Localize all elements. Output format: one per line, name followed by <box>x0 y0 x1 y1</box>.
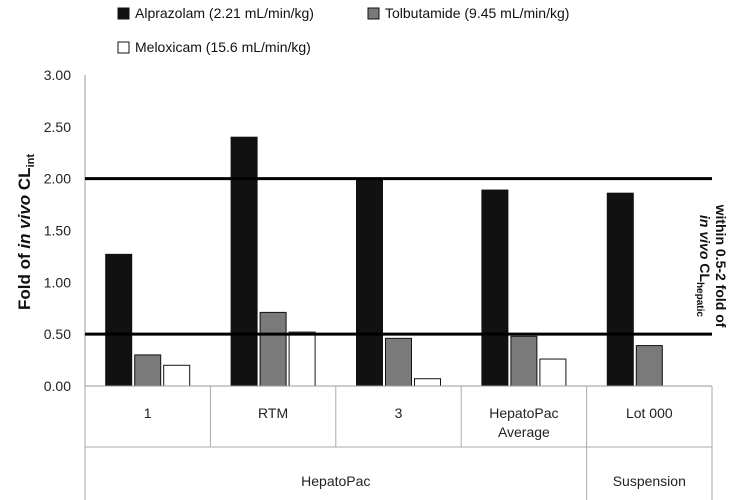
right-annotation-line1: within 0.5-2 fold of <box>713 204 729 328</box>
y-axis: 0.00 0.50 1.00 1.50 2.00 2.50 3.00 <box>44 67 86 394</box>
legend-label: Alprazolam (2.21 mL/min/kg) <box>135 5 314 21</box>
y-tick-label: 2.00 <box>44 171 71 187</box>
bar <box>230 136 258 387</box>
y-tick-label: 3.00 <box>44 67 71 83</box>
legend-swatch <box>367 7 380 20</box>
category-label: 1 <box>144 405 152 421</box>
bar <box>105 253 133 387</box>
y-tick-label: 0.00 <box>44 378 71 394</box>
legend-label: Meloxicam (15.6 mL/min/kg) <box>135 39 311 55</box>
bar <box>288 331 316 387</box>
y-axis-title: Fold of in vivo CLint <box>15 154 37 310</box>
bar <box>510 335 538 387</box>
group-label: Suspension <box>613 473 686 489</box>
reference-lines <box>85 177 712 336</box>
bar <box>635 345 663 387</box>
category-label: 3 <box>395 405 403 421</box>
y-tick-label: 0.50 <box>44 326 71 342</box>
bar <box>385 337 412 387</box>
legend-swatch <box>117 41 130 54</box>
group-label: HepatoPac <box>301 473 370 489</box>
bars <box>105 136 663 387</box>
y-tick-label: 1.00 <box>44 274 71 290</box>
bar <box>481 189 509 387</box>
category-label: Average <box>498 424 550 440</box>
legend-label: Tolbutamide (9.45 mL/min/kg) <box>385 5 569 21</box>
legend-swatch <box>117 7 130 20</box>
bar <box>134 354 162 387</box>
bar <box>356 178 383 387</box>
category-label: HepatoPac <box>489 405 558 421</box>
bar <box>414 378 441 387</box>
x-axis: 1 RTM 3 HepatoPac Average Lot 000 HepatoPac Sus… <box>84 385 713 500</box>
bar <box>606 192 634 387</box>
category-label: Lot 000 <box>626 405 673 421</box>
bar <box>259 311 287 387</box>
category-label: RTM <box>258 405 288 421</box>
axis-labels: Fold of in vivo CLint within 0.5-2 fold o… <box>15 154 729 328</box>
bar <box>163 364 191 387</box>
y-tick-label: 1.50 <box>44 223 71 239</box>
bar <box>539 358 567 387</box>
right-annotation-line2: in vivo CLhepatic <box>694 215 713 317</box>
legend: Alprazolam (2.21 mL/min/kg) Tolbutamide (… <box>117 5 569 55</box>
y-tick-label: 2.50 <box>44 119 71 135</box>
